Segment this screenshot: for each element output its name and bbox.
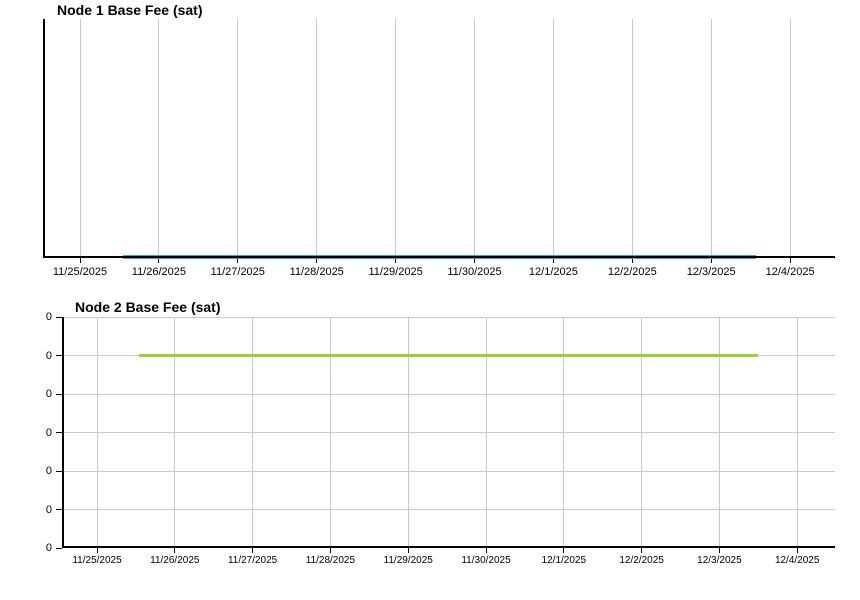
x-axis-tick-label: 11/25/2025	[52, 266, 108, 278]
x-axis-tick	[316, 258, 318, 263]
gridline-vertical	[789, 19, 791, 258]
gridline-vertical	[395, 19, 397, 258]
x-axis-tick-label: 11/29/2025	[368, 266, 423, 278]
y-axis-tick	[56, 432, 62, 433]
x-axis-tick	[789, 258, 791, 263]
x-axis-tick	[174, 548, 176, 553]
x-axis	[62, 546, 835, 548]
x-axis-tick-label: 11/29/2025	[383, 555, 433, 566]
node2-chart-title: Node 2 Base Fee (sat)	[75, 299, 221, 315]
gridline-horizontal	[62, 316, 835, 318]
x-axis-tick-label: 11/26/2025	[150, 555, 200, 566]
y-axis	[62, 317, 64, 548]
y-axis-tick-label: 0	[45, 388, 52, 400]
y-axis-tick	[56, 316, 62, 318]
x-axis-tick-label: 11/27/2025	[227, 555, 278, 566]
x-axis-tick-label: 12/1/2025	[541, 555, 587, 566]
x-axis-tick	[718, 548, 720, 553]
y-axis-tick-label: 0	[45, 349, 52, 362]
gridline-horizontal	[62, 432, 835, 433]
x-axis-tick-label: 11/25/2025	[72, 555, 122, 566]
x-axis-tick-label: 12/4/2025	[765, 266, 815, 278]
y-axis-tick-label: 0	[45, 311, 52, 323]
y-axis-tick-label: 0	[45, 426, 52, 439]
y-axis-tick	[56, 509, 62, 510]
x-axis-tick	[395, 258, 397, 263]
x-axis-tick-label: 11/30/2025	[447, 266, 502, 278]
node1-chart-title: Node 1 Base Fee (sat)	[57, 2, 203, 18]
gridline-vertical	[631, 19, 633, 258]
gridline-vertical	[158, 19, 160, 258]
y-axis-tick	[56, 470, 62, 472]
x-axis-tick	[407, 548, 409, 553]
gridline-vertical	[237, 19, 239, 258]
y-axis-tick-label: 0	[45, 542, 52, 554]
y-axis-tick	[56, 547, 62, 549]
gridline-horizontal	[62, 470, 835, 472]
x-axis-tick	[79, 258, 81, 263]
x-axis-tick-label: 12/2/2025	[619, 555, 664, 566]
y-axis-tick-label: 0	[45, 465, 52, 477]
node2-plot-area: 11/25/2025 11/26/2025 11/27/2025 11/28/2025…	[46, 311, 835, 566]
x-axis-tick-label: 12/2/2025	[607, 266, 657, 278]
x-axis-tick-label: 12/3/2025	[686, 266, 736, 278]
x-axis-tick-label: 11/28/2025	[305, 555, 356, 566]
gridline-horizontal	[62, 393, 835, 395]
x-axis-tick-label: 11/30/2025	[461, 555, 511, 566]
node2-series-line	[139, 354, 759, 357]
gridline-horizontal	[62, 509, 835, 510]
x-axis-tick	[474, 258, 475, 263]
gridline-vertical	[474, 19, 475, 258]
x-axis-tick	[252, 548, 254, 553]
x-axis-tick-label: 12/4/2025	[774, 555, 820, 566]
gridline-vertical	[316, 19, 318, 258]
x-axis-tick	[96, 548, 98, 553]
x-axis-tick-label: 11/27/2025	[210, 266, 265, 278]
gridline-vertical	[79, 19, 81, 258]
x-axis-tick-label: 12/3/2025	[697, 555, 742, 566]
gridline-vertical	[710, 19, 712, 258]
x-axis-tick-label: 11/28/2025	[289, 266, 344, 278]
y-axis	[43, 19, 45, 258]
x-axis-tick	[329, 548, 331, 553]
x-axis-tick	[552, 258, 554, 263]
x-axis-tick	[710, 258, 712, 263]
x-axis-tick	[796, 548, 798, 553]
x-axis-tick	[158, 258, 160, 263]
x-axis-tick-label: 12/1/2025	[528, 266, 578, 278]
y-axis-tick	[56, 393, 62, 395]
x-axis-tick-label: 11/26/2025	[131, 266, 187, 278]
x-axis	[43, 256, 835, 258]
x-axis-tick	[237, 258, 239, 263]
gridline-vertical	[552, 19, 554, 258]
x-axis-tick	[631, 258, 633, 263]
x-axis-tick	[641, 548, 643, 553]
node1-plot-area: 11/25/2025 11/26/2025 11/27/2025 11/28/2025…	[43, 19, 835, 278]
x-axis-tick	[563, 548, 565, 553]
y-axis-tick-label: 0	[45, 503, 52, 516]
y-axis-tick	[56, 355, 62, 356]
x-axis-tick	[485, 548, 487, 553]
